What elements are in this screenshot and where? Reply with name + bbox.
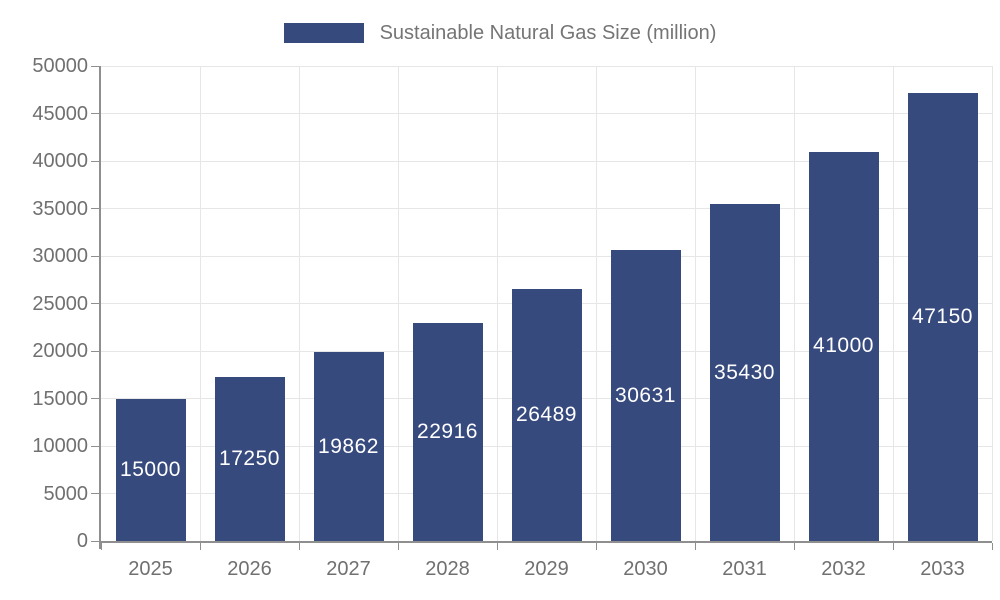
y-axis-tick	[91, 65, 99, 67]
y-axis-tick-label: 35000	[32, 197, 88, 220]
x-axis-tick-label: 2030	[623, 558, 668, 580]
h-gridline	[101, 208, 992, 209]
x-axis-tick-label: 2031	[722, 558, 767, 580]
x-axis-tick	[397, 543, 399, 550]
x-axis-tick	[694, 543, 696, 550]
x-axis-tick	[100, 543, 102, 550]
v-gridline	[892, 66, 894, 541]
x-axis-tick	[199, 543, 201, 550]
y-axis-tick-label: 50000	[32, 55, 88, 77]
bar-value-label: 26489	[516, 403, 577, 427]
y-axis-tick	[91, 255, 99, 257]
x-axis-tick-label: 2027	[326, 558, 371, 580]
bar-2028[interactable]: 22916	[412, 323, 483, 541]
x-axis-labels: 2025 2026 2027 2028 2029 2030 2031 2032 2033	[101, 556, 992, 586]
x-axis-tick-label: 2026	[227, 558, 272, 580]
chart-legend[interactable]: Sustainable Natural Gas Size (million)	[0, 20, 1000, 46]
y-axis-tick-label: 0	[76, 530, 88, 552]
bar-value-label: 15000	[120, 457, 181, 481]
v-gridline	[397, 66, 399, 541]
bar-value-label: 19862	[318, 434, 379, 458]
legend-swatch-icon	[283, 23, 364, 43]
bar-2026[interactable]: 17250	[214, 377, 285, 541]
y-axis-tick	[91, 350, 99, 352]
legend-label: Sustainable Natural Gas Size (million)	[379, 21, 717, 44]
h-gridline	[101, 65, 992, 67]
x-axis-tick-label: 2033	[920, 558, 965, 580]
bar-2027[interactable]: 19862	[313, 352, 384, 541]
x-axis-tick	[298, 543, 300, 550]
bar-value-label: 17250	[219, 447, 280, 471]
bar-value-label: 47150	[912, 305, 973, 329]
x-axis-tick-label: 2028	[425, 558, 470, 580]
v-gridline	[298, 66, 300, 541]
x-axis-tick	[496, 543, 498, 550]
bar-value-label: 30631	[615, 383, 676, 407]
bar-2025[interactable]: 15000	[115, 398, 186, 541]
x-axis-tick	[595, 543, 597, 550]
y-axis-tick-label: 15000	[32, 387, 88, 410]
y-axis-tick-label: 10000	[32, 435, 88, 457]
bar-value-label: 41000	[813, 334, 874, 358]
y-axis-tick	[91, 493, 99, 494]
v-gridline	[694, 66, 696, 541]
y-axis-line	[99, 66, 101, 549]
x-axis-tick	[892, 543, 894, 550]
v-gridline	[496, 66, 498, 541]
y-axis-tick-label: 45000	[32, 102, 88, 125]
bar-value-label: 22916	[417, 420, 478, 444]
y-axis-tick	[91, 445, 99, 447]
y-axis-tick	[91, 398, 99, 399]
bar-2031[interactable]: 35430	[709, 204, 780, 541]
h-gridline	[101, 113, 992, 114]
v-gridline	[991, 66, 993, 541]
x-axis-tick-label: 2025	[128, 558, 173, 580]
h-gridline	[101, 160, 992, 162]
y-axis-tick	[91, 540, 99, 542]
y-axis-tick-label: 5000	[43, 482, 89, 505]
v-gridline	[595, 66, 597, 541]
bar-2029[interactable]: 26489	[511, 289, 582, 541]
plot-area: 15000 17250 19862 22916 26489 30631 35430 41000…	[91, 65, 993, 550]
y-axis-tick	[91, 208, 99, 209]
bar-2032[interactable]: 41000	[808, 151, 879, 541]
x-axis-tick-label: 2029	[524, 558, 569, 580]
y-axis-tick	[91, 303, 99, 304]
y-axis-labels: 0 5000 10000 15000 20000 25000 30000 35000 40000…	[0, 55, 89, 552]
y-axis-tick-label: 40000	[32, 150, 88, 172]
x-axis-tick	[991, 543, 993, 550]
bar-value-label: 35430	[714, 360, 775, 384]
x-axis-tick	[793, 543, 795, 550]
y-axis-tick-label: 20000	[32, 340, 88, 362]
v-gridline	[793, 66, 795, 541]
v-gridline	[199, 66, 201, 541]
bar-2033[interactable]: 47150	[907, 93, 978, 541]
x-axis-tick-label: 2032	[821, 558, 866, 580]
y-axis-tick	[91, 113, 99, 114]
y-axis-tick-label: 30000	[32, 245, 88, 267]
y-axis-tick	[91, 160, 99, 162]
h-gridline	[101, 255, 992, 257]
x-axis-line	[99, 541, 992, 543]
bar-2030[interactable]: 30631	[610, 250, 681, 541]
y-axis-tick-label: 25000	[32, 292, 88, 315]
